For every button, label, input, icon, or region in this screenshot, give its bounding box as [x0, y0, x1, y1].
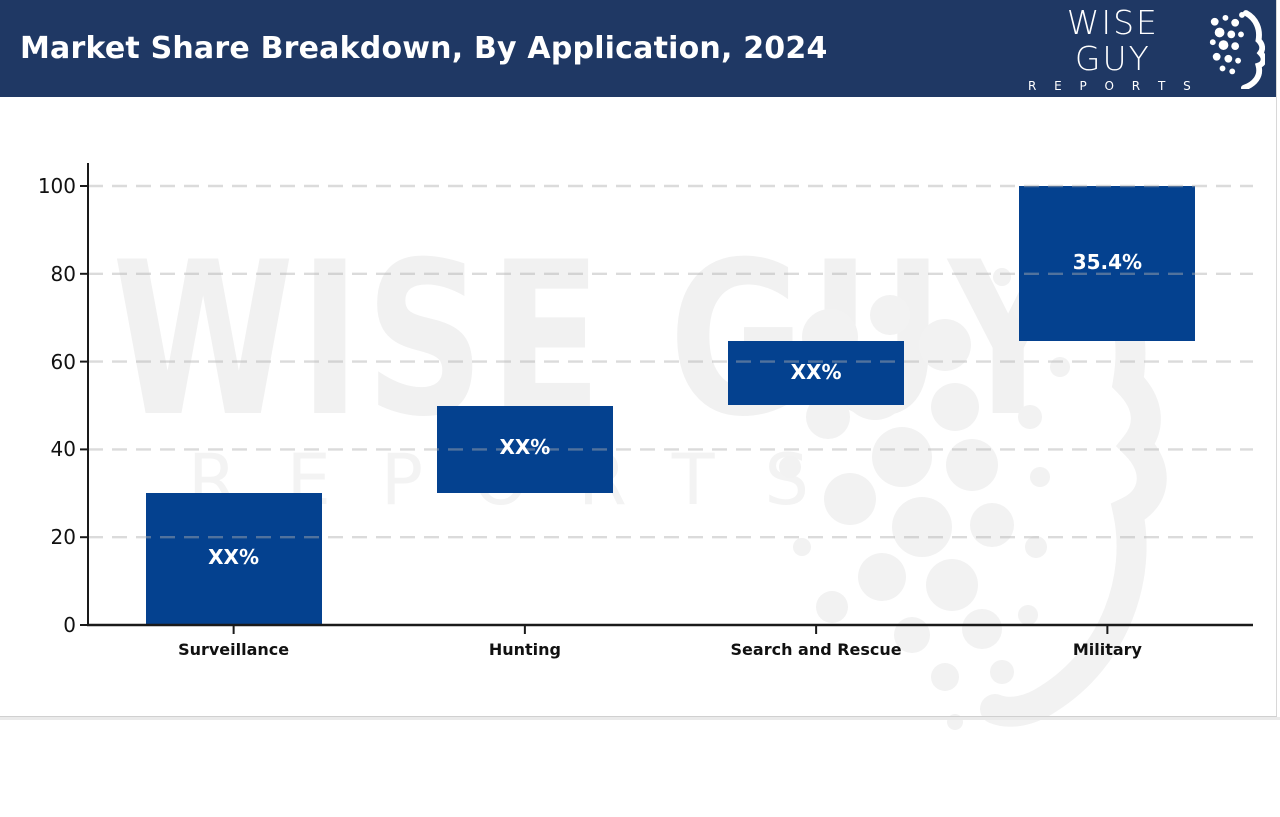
x-tick-label: Hunting: [488, 640, 561, 659]
bar-value-label: XX%: [499, 435, 551, 460]
brand-logo: WISE GUY R E P O R T S: [1025, 2, 1265, 94]
bar-value-label: 35.4%: [1072, 249, 1143, 274]
page: Market Share Breakdown, By Application, …: [0, 0, 1280, 730]
bottom-edge-border: [0, 716, 1277, 717]
y-tick-label: 80: [50, 261, 76, 286]
face-profile-icon: [1209, 10, 1265, 89]
y-tick-label: 100: [37, 174, 76, 198]
y-tick-label: 0: [63, 613, 76, 637]
bar-military: [1019, 186, 1196, 342]
brand-logo-text: WISE GUY R E P O R T S: [1025, 2, 1201, 94]
bottom-edge-strip: [0, 717, 1280, 720]
bar-value-label: XX%: [790, 359, 842, 384]
bar-hunting: [436, 405, 613, 494]
x-tick-label: Surveillance: [178, 640, 290, 659]
bar-surveillance: [145, 493, 322, 625]
y-tick-label: 20: [50, 525, 76, 550]
x-tick-label: Search and Rescue: [730, 640, 902, 659]
right-edge-border: [1276, 0, 1277, 717]
bar-value-label: XX%: [208, 545, 260, 570]
brand-name: WISE GUY: [1066, 2, 1159, 78]
y-tick-label: 40: [50, 437, 76, 462]
header-bar: Market Share Breakdown, By Application, …: [0, 0, 1277, 97]
y-tick-label: 60: [50, 349, 76, 374]
brand-subname: R E P O R T S: [1027, 78, 1198, 93]
page-title: Market Share Breakdown, By Application, …: [20, 31, 828, 66]
x-tick-label: Military: [1072, 640, 1142, 659]
bar-search-and-rescue: [728, 341, 905, 406]
